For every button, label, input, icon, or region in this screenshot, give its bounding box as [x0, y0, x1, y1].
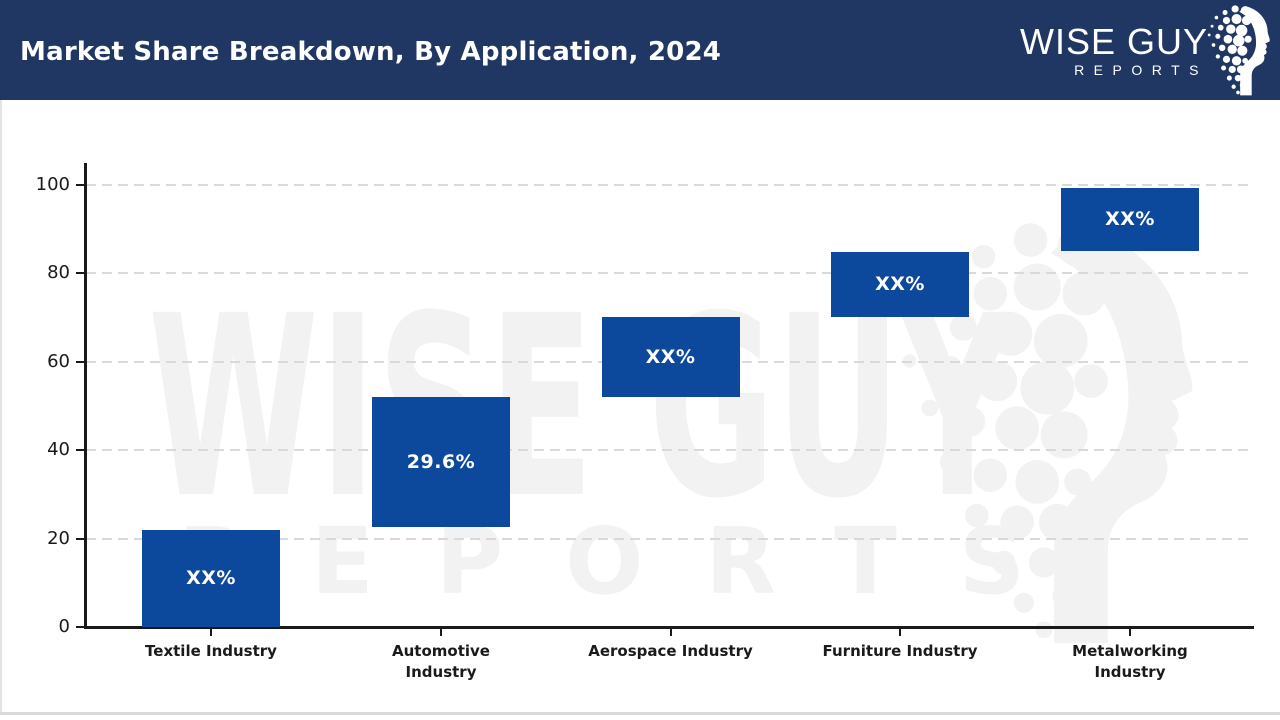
wiseguy-logo: WISE GUY REPORTS	[1020, 2, 1274, 98]
y-tick-label-40: 40	[47, 439, 70, 461]
y-tick-label-100: 100	[35, 173, 70, 195]
y-tick-100	[76, 183, 85, 186]
gridline-20	[86, 537, 1254, 540]
y-tick-label-80: 80	[47, 262, 70, 284]
gridline-100	[86, 183, 1254, 186]
left-edge-divider	[0, 100, 2, 712]
y-tick-20	[76, 537, 85, 540]
logo-text-wiseguy: WISE GUY	[1019, 20, 1208, 62]
y-tick-label-20: 20	[47, 527, 70, 549]
y-tick-label-60: 60	[47, 350, 70, 372]
bar-metalworking-industry: XX%	[1061, 187, 1199, 252]
x-tick-automotive-industry	[440, 628, 442, 636]
x-tick-furniture-industry	[899, 628, 901, 636]
bar-value-label-textile-industry: XX%	[186, 567, 236, 590]
x-category-label-line: Textile Industry	[145, 642, 277, 660]
x-category-label-line: Industry	[405, 663, 477, 681]
bar-value-label-automotive-industry: 29.6%	[406, 451, 476, 474]
x-axis-line	[84, 626, 1254, 629]
y-tick-label-0: 0	[58, 616, 70, 637]
x-category-label-textile-industry: Textile Industry	[101, 641, 321, 662]
gridline-40	[86, 449, 1254, 452]
bar-value-label-furniture-industry: XX%	[875, 273, 925, 296]
x-category-label-line: Aerospace Industry	[588, 642, 753, 660]
bar-automotive-industry: 29.6%	[372, 397, 510, 528]
x-category-label-automotive-industry: Automotive Industry	[331, 641, 551, 683]
x-category-label-line: Industry	[1094, 663, 1166, 681]
x-category-label-line: Automotive	[392, 642, 490, 660]
x-category-label-metalworking-industry: Metalworking Industry	[1020, 641, 1240, 683]
y-tick-40	[76, 449, 85, 452]
wiseguy-logo-text: WISE GUY REPORTS	[1019, 20, 1208, 78]
y-tick-0	[76, 626, 85, 628]
header-bar: Market Share Breakdown, By Application, …	[0, 0, 1280, 100]
watermark-reports-text: REPORTS	[178, 508, 1088, 615]
x-category-label-aerospace-industry: Aerospace Industry	[561, 641, 781, 662]
page-title: Market Share Breakdown, By Application, …	[20, 37, 722, 67]
y-axis-line	[84, 163, 87, 629]
bottom-divider	[0, 712, 1280, 715]
x-category-label-line: Metalworking	[1072, 642, 1188, 660]
x-tick-aerospace-industry	[669, 628, 672, 636]
y-tick-60	[76, 360, 85, 363]
bar-aerospace-industry: XX%	[601, 317, 740, 398]
bar-furniture-industry: XX%	[831, 251, 969, 317]
bar-value-label-aerospace-industry: XX%	[645, 346, 696, 369]
bar-textile-industry: XX%	[142, 529, 280, 627]
x-category-label-line: Furniture Industry	[822, 642, 978, 660]
logo-text-reports: REPORTS	[1074, 61, 1208, 78]
bar-value-label-metalworking-industry: XX%	[1105, 208, 1155, 231]
gridline-80	[86, 272, 1254, 275]
x-tick-textile-industry	[210, 628, 212, 636]
x-category-label-furniture-industry: Furniture Industry	[790, 641, 1010, 662]
y-tick-80	[76, 272, 85, 275]
x-tick-metalworking-industry	[1129, 628, 1131, 636]
wiseguy-head-icon	[1207, 5, 1270, 96]
